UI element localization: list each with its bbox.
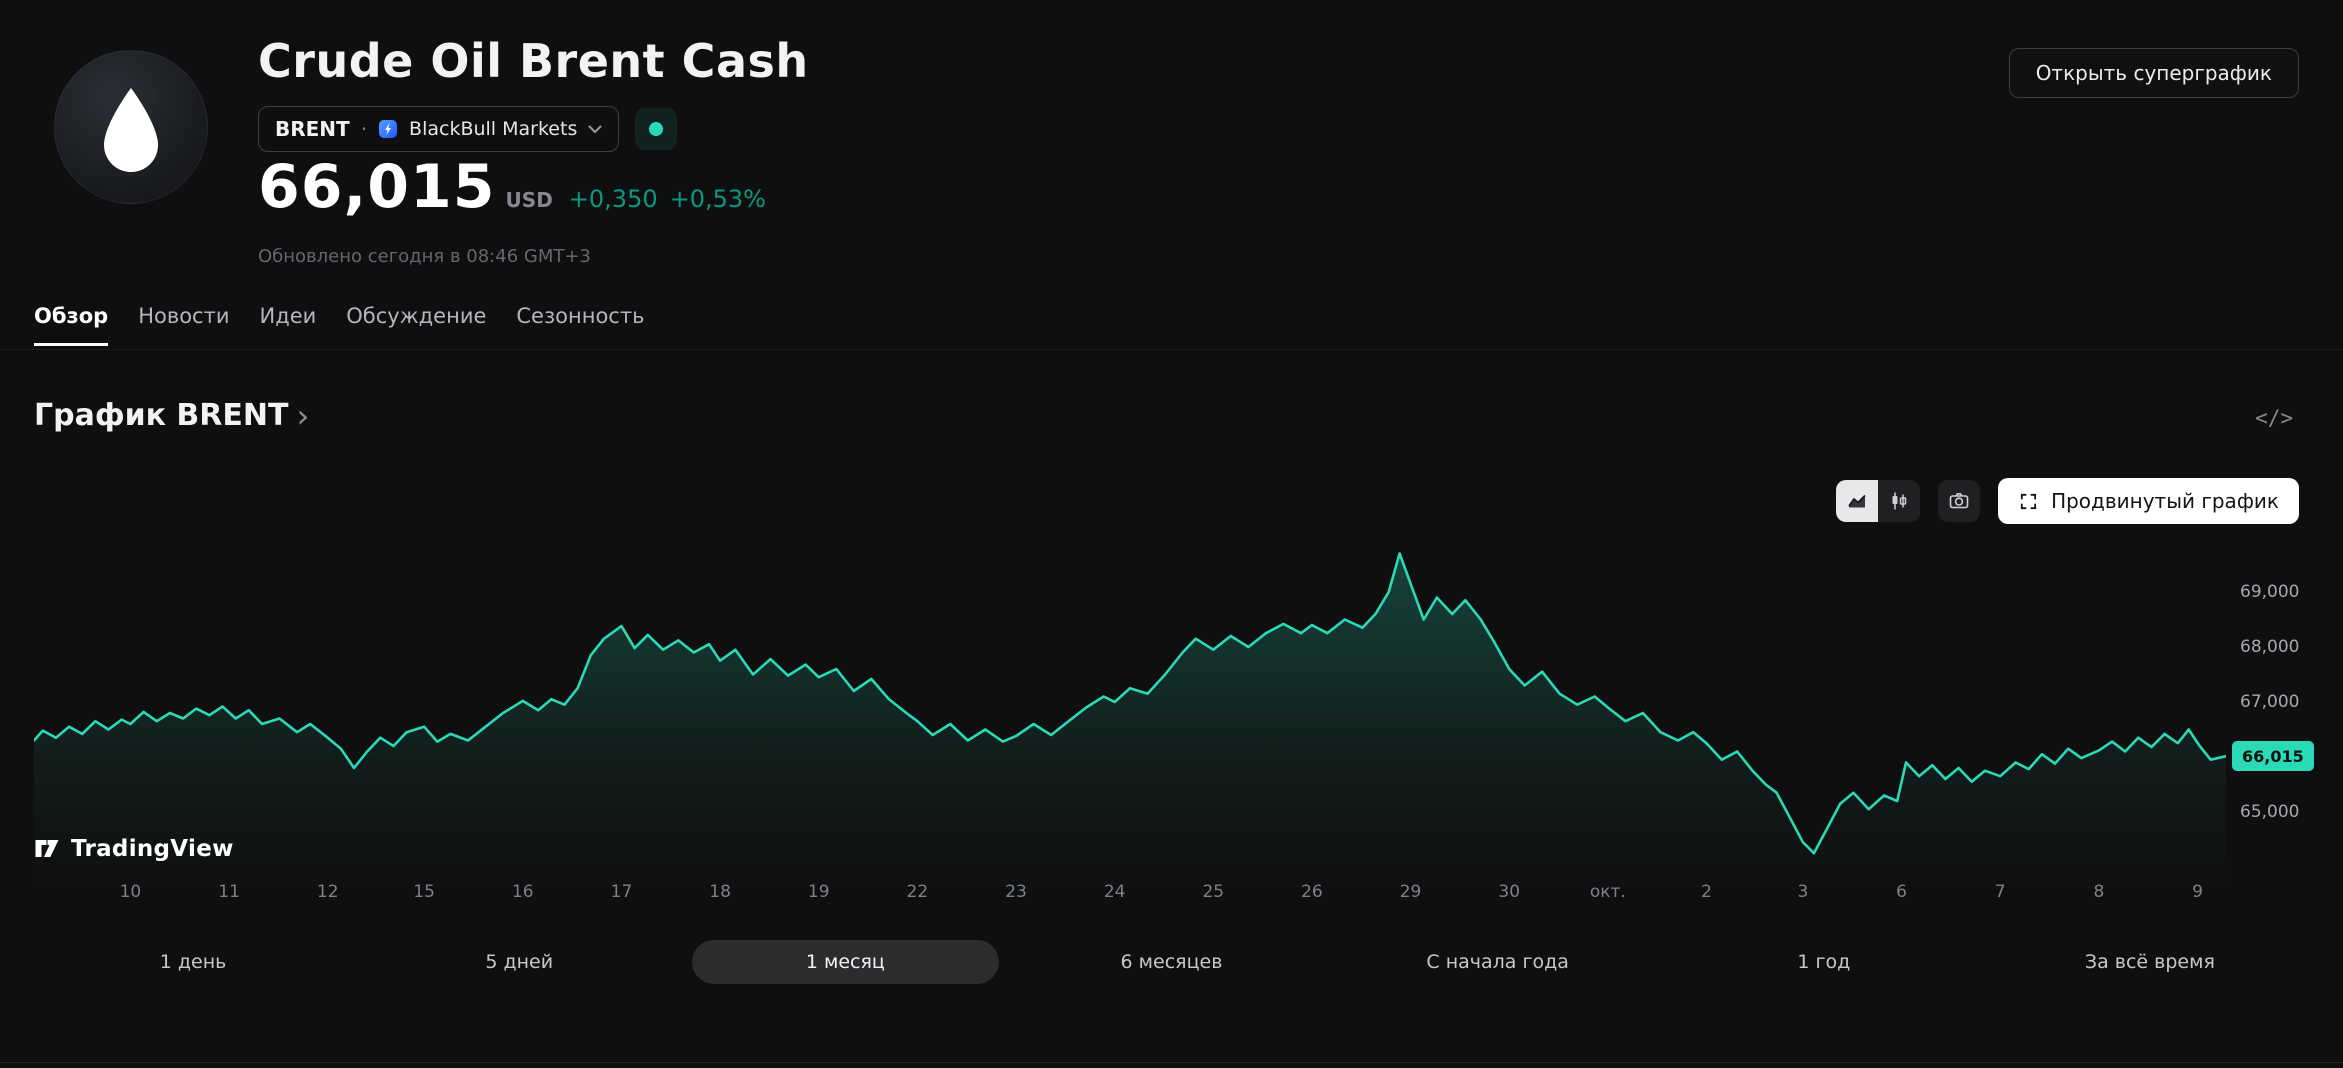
- tab-seasonality[interactable]: Сезонность: [516, 304, 644, 346]
- x-axis-label: 11: [218, 882, 240, 902]
- chart-toolbar: Продвинутый график: [1836, 478, 2299, 524]
- advanced-chart-label: Продвинутый график: [2051, 489, 2279, 513]
- tradingview-logo[interactable]: TradingView: [34, 836, 234, 862]
- market-status-button[interactable]: [635, 108, 678, 150]
- symbol-ticker: BRENT: [275, 117, 350, 141]
- range-column: 1 месяц: [682, 940, 1008, 984]
- updated-timestamp: Обновлено сегодня в 08:46 GMT+3: [258, 246, 591, 267]
- area-chart-type-button[interactable]: [1836, 480, 1879, 522]
- x-axis-label: 10: [119, 882, 142, 902]
- tab-news[interactable]: Новости: [138, 304, 229, 346]
- y-axis-label: 67,000: [2240, 691, 2300, 712]
- x-axis-label: 8: [2093, 882, 2105, 902]
- x-axis-label: 18: [709, 882, 731, 902]
- open-superchart-button[interactable]: Открыть суперграфик: [2008, 48, 2299, 98]
- symbol-switcher[interactable]: BRENT · BlackBull Markets: [258, 106, 620, 152]
- x-axis-label: 6: [1896, 882, 1907, 902]
- range-button-5d[interactable]: 5 дней: [366, 940, 673, 984]
- x-axis-label: 26: [1301, 882, 1323, 902]
- bottom-divider: [0, 1062, 2343, 1063]
- x-axis-label: 15: [413, 882, 435, 902]
- tab-bar: Обзор Новости Идеи Обсуждение Сезонность: [34, 304, 644, 346]
- symbol-row: BRENT · BlackBull Markets: [258, 106, 678, 152]
- range-button-ytd[interactable]: С начала года: [1344, 940, 1651, 984]
- candles-icon: [1892, 492, 1907, 510]
- price-change-pct: +0,53%: [669, 185, 766, 213]
- x-axis-label: окт.: [1589, 882, 1626, 902]
- chart-price-line: [32, 552, 2228, 855]
- range-column: 1 день: [30, 940, 356, 984]
- range-button-1y[interactable]: 1 год: [1670, 940, 1977, 984]
- tab-overview[interactable]: Обзор: [34, 304, 109, 346]
- x-axis-label: 23: [1005, 882, 1027, 902]
- range-button-6m[interactable]: 6 месяцев: [1018, 940, 1325, 984]
- x-axis-label: 25: [1202, 882, 1225, 902]
- chart-section-head: График BRENT ›: [34, 398, 309, 433]
- tab-ideas[interactable]: Идеи: [259, 304, 316, 346]
- broker-name: BlackBull Markets: [409, 118, 578, 140]
- last-price-badge: 66,015: [2232, 741, 2314, 772]
- x-axis-label: 7: [1994, 882, 2006, 902]
- symbol-logo: [54, 50, 208, 204]
- y-axis-label: 69,000: [2240, 581, 2300, 602]
- range-column: С начала года: [1335, 940, 1661, 984]
- range-column: За всё время: [1987, 940, 2313, 984]
- price-currency: USD: [505, 188, 553, 212]
- y-axis-label: 68,000: [2240, 636, 2300, 657]
- x-axis-label: 16: [511, 882, 534, 902]
- range-column: 6 месяцев: [1008, 940, 1334, 984]
- snapshot-camera-button[interactable]: [1938, 480, 1981, 522]
- tradingview-wordmark: TradingView: [71, 836, 234, 862]
- x-axis-label: 2: [1701, 882, 1712, 902]
- oil-drop-icon: [104, 88, 158, 172]
- x-axis-label: 3: [1797, 882, 1809, 902]
- tradingview-mark-icon: [35, 840, 59, 857]
- x-axis-label: 9: [2192, 882, 2203, 902]
- x-axis-label: 22: [906, 882, 929, 902]
- price-change-abs: +0,350: [568, 185, 658, 213]
- chart-type-segmented-control: [1836, 480, 1921, 522]
- x-axis-label: 17: [610, 882, 633, 902]
- tab-discussion[interactable]: Обсуждение: [346, 304, 486, 346]
- chevron-right-icon[interactable]: ›: [296, 396, 310, 435]
- range-column: 1 год: [1661, 940, 1987, 984]
- separator-dot: ·: [360, 117, 368, 141]
- last-price: 66,015: [258, 152, 496, 222]
- tabs-divider: [0, 349, 2343, 350]
- range-button-1d[interactable]: 1 день: [40, 940, 347, 984]
- price-row: 66,015 USD +0,350 +0,53%: [258, 152, 766, 222]
- advanced-chart-button[interactable]: Продвинутый график: [1998, 478, 2299, 524]
- blackbull-logo: [378, 119, 398, 139]
- x-axis-label: 29: [1399, 882, 1422, 902]
- range-selector: 1 день 5 дней 1 месяц 6 месяцев С начала год…: [30, 940, 2313, 984]
- price-chart[interactable]: [32, 530, 2228, 892]
- camera-icon: [1949, 493, 1969, 509]
- range-button-all[interactable]: За всё время: [1997, 940, 2304, 984]
- range-column: 5 дней: [356, 940, 682, 984]
- range-button-1m[interactable]: 1 месяц: [692, 940, 999, 984]
- area-chart-icon: [1848, 494, 1866, 508]
- chevron-down-icon: [588, 125, 602, 133]
- x-axis-label: 24: [1103, 882, 1126, 902]
- market-open-dot-icon: [649, 122, 664, 136]
- chart-heading: График BRENT: [34, 398, 289, 433]
- fullscreen-icon: [2020, 493, 2037, 509]
- page-title: Crude Oil Brent Cash: [258, 34, 809, 88]
- code-embed-icon[interactable]: </>: [2255, 406, 2293, 430]
- x-axis-label: 12: [316, 882, 339, 902]
- candles-chart-type-button[interactable]: [1878, 480, 1920, 522]
- x-axis-label: 19: [807, 882, 830, 902]
- x-axis-label: 30: [1498, 882, 1521, 902]
- chart-area-fill: [34, 553, 2226, 892]
- y-axis-label: 65,000: [2240, 801, 2300, 822]
